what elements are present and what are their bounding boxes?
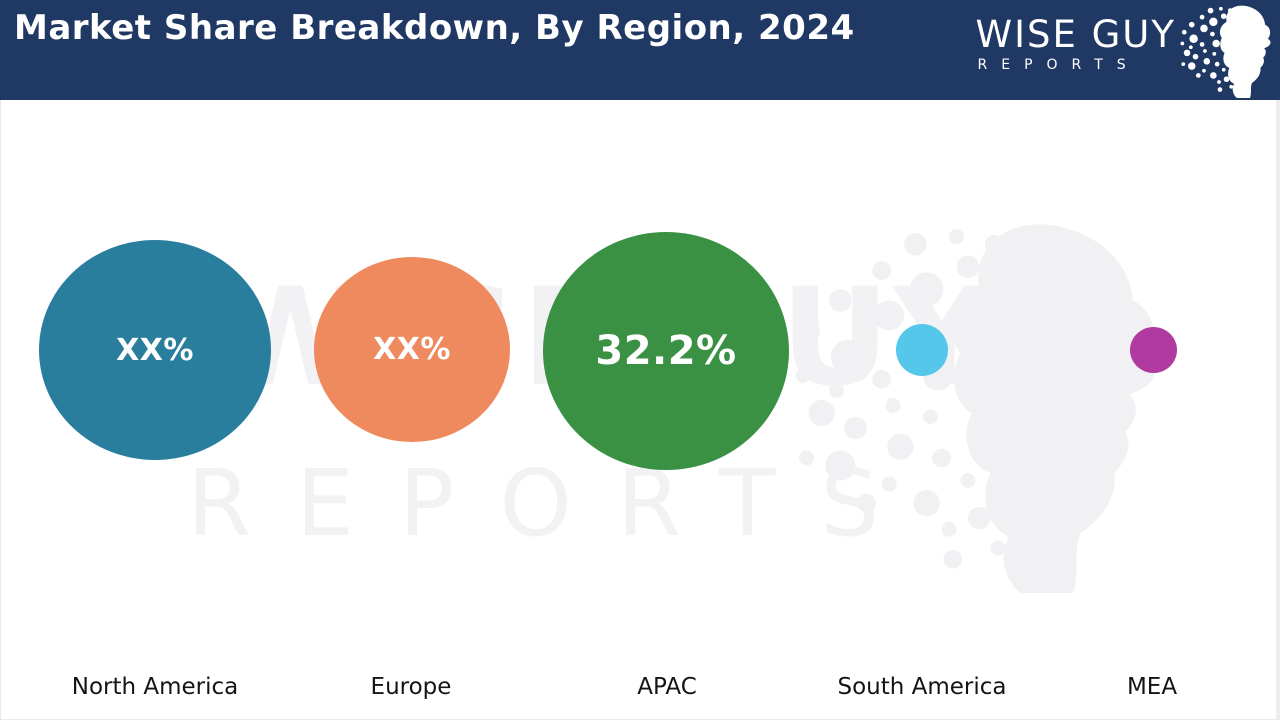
bubble-europe: XX% xyxy=(314,257,510,442)
brand-wordmark: WISE GUY REPORTS xyxy=(975,13,1176,74)
header: Market Share Breakdown, By Region, 2024 … xyxy=(0,0,1280,100)
page-title: Market Share Breakdown, By Region, 2024 xyxy=(14,8,855,48)
bubble-south-america xyxy=(896,324,948,376)
category-label-apac: APAC xyxy=(637,674,697,700)
wiseguy-head-icon xyxy=(1177,4,1277,98)
bubble-value-north-america: XX% xyxy=(116,332,194,368)
brand-wordmark-main: WISE GUY xyxy=(975,13,1176,56)
watermark-head-icon xyxy=(781,218,1181,593)
category-label-europe: Europe xyxy=(370,674,452,700)
category-label-south-america: South America xyxy=(837,674,1007,700)
bubble-value-europe: XX% xyxy=(373,332,451,367)
watermark-wordmark-sub: REPORTS xyxy=(187,450,924,557)
bubble-apac: 32.2% xyxy=(543,232,789,470)
chart-area: WISE GUY REPORTS XX% XX% 32.2% North Ame… xyxy=(0,100,1280,720)
category-label-north-america: North America xyxy=(71,674,239,700)
brand-logo: WISE GUY REPORTS xyxy=(976,0,1280,100)
brand-wordmark-sub: REPORTS xyxy=(977,57,1140,73)
bubble-north-america: XX% xyxy=(39,240,271,460)
bubble-mea xyxy=(1130,327,1177,373)
bubble-value-apac: 32.2% xyxy=(595,328,737,374)
category-label-mea: MEA xyxy=(1126,674,1178,700)
